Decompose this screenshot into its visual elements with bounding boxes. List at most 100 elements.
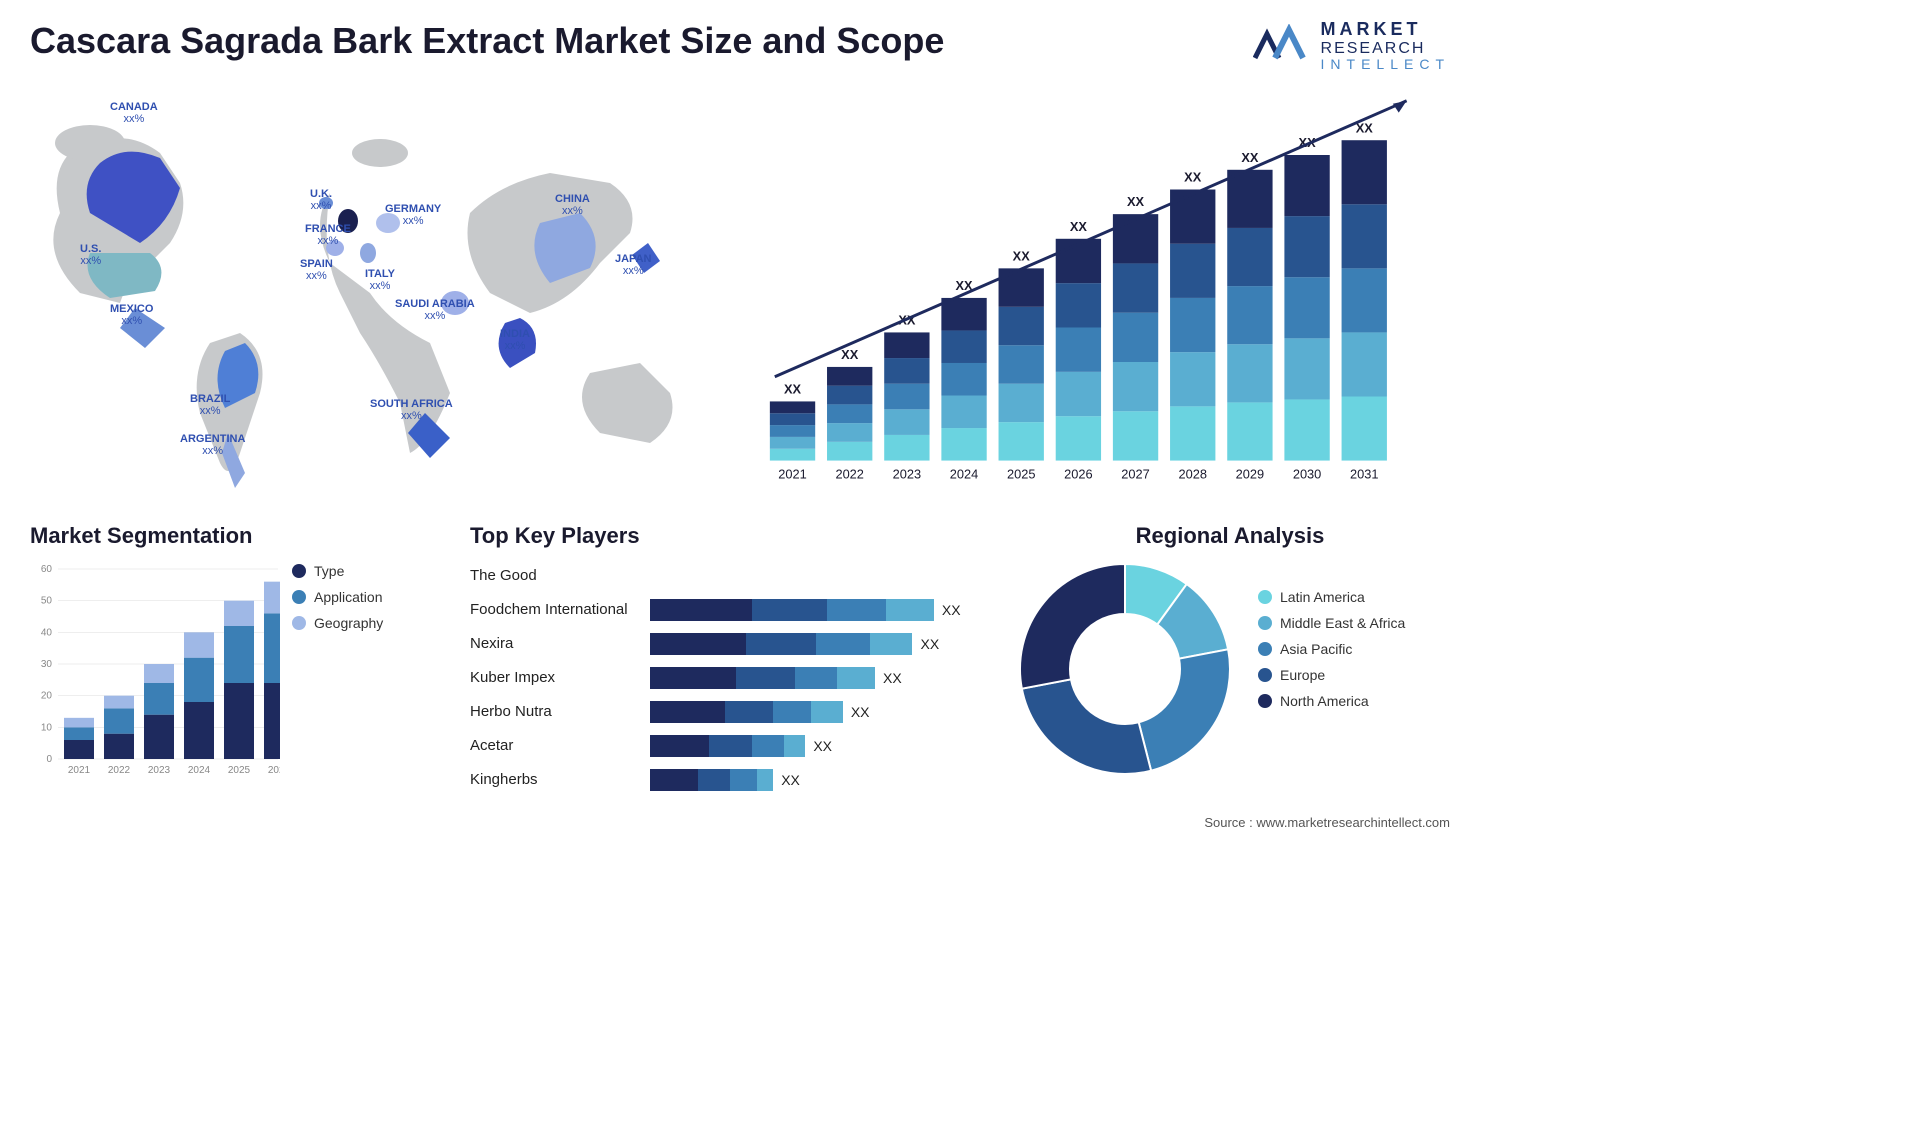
player-value: XX <box>942 602 961 618</box>
regional-legend-item: Europe <box>1258 667 1450 683</box>
forecast-bar-label: XX <box>841 347 859 362</box>
player-bar-segment <box>736 667 795 689</box>
forecast-bar-segment <box>1284 399 1329 460</box>
player-value: XX <box>921 636 940 652</box>
forecast-bar-segment <box>941 363 986 396</box>
donut-slice <box>1139 649 1230 770</box>
forecast-year-label: 2031 <box>1350 466 1378 481</box>
player-row: XX <box>650 695 990 729</box>
forecast-bar-segment <box>941 330 986 363</box>
player-bar-segment <box>886 599 934 621</box>
players-labels: The GoodFoodchem InternationalNexiraKube… <box>470 559 650 797</box>
player-name: Foodchem International <box>470 593 650 627</box>
forecast-bar-label: XX <box>1241 150 1259 165</box>
legend-label: Europe <box>1280 667 1325 683</box>
logo-line2: RESEARCH <box>1321 40 1450 58</box>
forecast-bar-segment <box>827 423 872 442</box>
segmentation-bar-segment <box>224 626 254 683</box>
player-bar-segment <box>837 667 874 689</box>
player-bar-segment <box>773 701 810 723</box>
brand-logo: MARKET RESEARCH INTELLECT <box>1253 20 1450 73</box>
forecast-year-label: 2027 <box>1121 466 1149 481</box>
player-bar <box>650 667 875 689</box>
forecast-bar-segment <box>884 358 929 384</box>
player-bar-segment <box>795 667 838 689</box>
forecast-bar-segment <box>884 409 929 435</box>
forecast-bar-segment <box>770 413 815 425</box>
player-bar <box>650 769 773 791</box>
segmentation-bar-segment <box>144 664 174 683</box>
players-title: Top Key Players <box>470 523 990 549</box>
forecast-bar-segment <box>1170 298 1215 352</box>
forecast-bar-segment <box>884 435 929 461</box>
legend-label: Asia Pacific <box>1280 641 1352 657</box>
forecast-bar-segment <box>1056 283 1101 327</box>
svg-text:2021: 2021 <box>68 765 91 776</box>
player-bar-segment <box>709 735 752 757</box>
donut-slice <box>1022 679 1151 774</box>
segmentation-legend-item: Application <box>292 589 450 605</box>
forecast-bar-segment <box>1113 263 1158 312</box>
map-label: BRAZILxx% <box>190 393 230 417</box>
players-panel: Top Key Players The GoodFoodchem Interna… <box>470 523 990 797</box>
player-row: XX <box>650 593 990 627</box>
player-bar-segment <box>650 769 698 791</box>
legend-dot-icon <box>292 616 306 630</box>
player-name: Nexira <box>470 627 650 661</box>
regional-title: Regional Analysis <box>1010 523 1450 549</box>
forecast-bar-segment <box>827 404 872 423</box>
segmentation-bar-segment <box>264 613 280 683</box>
segmentation-legend: TypeApplicationGeography <box>292 523 450 797</box>
player-bar <box>650 701 843 723</box>
forecast-bar-segment <box>1284 277 1329 338</box>
world-map-panel: CANADAxx%U.S.xx%MEXICOxx%BRAZILxx%ARGENT… <box>30 93 730 493</box>
forecast-chart: XX2021XX2022XX2023XX2024XX2025XX2026XX20… <box>760 93 1450 493</box>
forecast-year-label: 2025 <box>1007 466 1035 481</box>
world-map-icon <box>30 93 730 493</box>
legend-label: Application <box>314 589 383 605</box>
player-bar-segment <box>650 599 752 621</box>
segmentation-bar-segment <box>144 714 174 758</box>
player-bar-segment <box>650 701 725 723</box>
segmentation-bar-segment <box>104 733 134 758</box>
forecast-bar-segment <box>1284 338 1329 399</box>
svg-text:2026: 2026 <box>268 765 280 776</box>
forecast-bar-segment <box>1342 268 1387 332</box>
map-label: SOUTH AFRICAxx% <box>370 398 453 422</box>
regional-panel: Regional Analysis Latin AmericaMiddle Ea… <box>1010 523 1450 797</box>
forecast-bar-segment <box>1170 406 1215 460</box>
forecast-bar-segment <box>827 442 872 461</box>
player-bar-segment <box>784 735 805 757</box>
map-label: FRANCExx% <box>305 223 351 247</box>
map-label: ITALYxx% <box>365 268 395 292</box>
segmentation-legend-item: Geography <box>292 615 450 631</box>
regional-donut-wrap <box>1010 559 1240 779</box>
forecast-year-label: 2029 <box>1236 466 1264 481</box>
source-attribution: Source : www.marketresearchintellect.com <box>30 815 1450 830</box>
forecast-year-label: 2024 <box>950 466 978 481</box>
map-label: CANADAxx% <box>110 101 158 125</box>
regional-donut-chart <box>1015 559 1235 779</box>
legend-dot-icon <box>1258 590 1272 604</box>
segmentation-bar-chart: 0102030405060202120222023202420252026 <box>30 559 280 779</box>
regional-legend-item: Asia Pacific <box>1258 641 1450 657</box>
player-bar-segment <box>827 599 886 621</box>
svg-text:2024: 2024 <box>188 765 211 776</box>
segmentation-bar-segment <box>64 740 94 759</box>
forecast-bar-segment <box>1113 411 1158 460</box>
legend-dot-icon <box>1258 668 1272 682</box>
forecast-bar-segment <box>1227 286 1272 344</box>
forecast-bar-segment <box>999 307 1044 345</box>
player-bar-segment <box>757 769 773 791</box>
svg-text:50: 50 <box>41 595 53 606</box>
forecast-year-label: 2030 <box>1293 466 1321 481</box>
forecast-bar-segment <box>1056 416 1101 460</box>
map-label: U.S.xx% <box>80 243 101 267</box>
player-row: XX <box>650 729 990 763</box>
segmentation-bar-segment <box>264 683 280 759</box>
forecast-year-label: 2022 <box>835 466 863 481</box>
trend-arrow-head-icon <box>1393 101 1407 113</box>
player-bar-segment <box>650 735 709 757</box>
segmentation-bar-segment <box>224 683 254 759</box>
svg-text:30: 30 <box>41 659 53 670</box>
